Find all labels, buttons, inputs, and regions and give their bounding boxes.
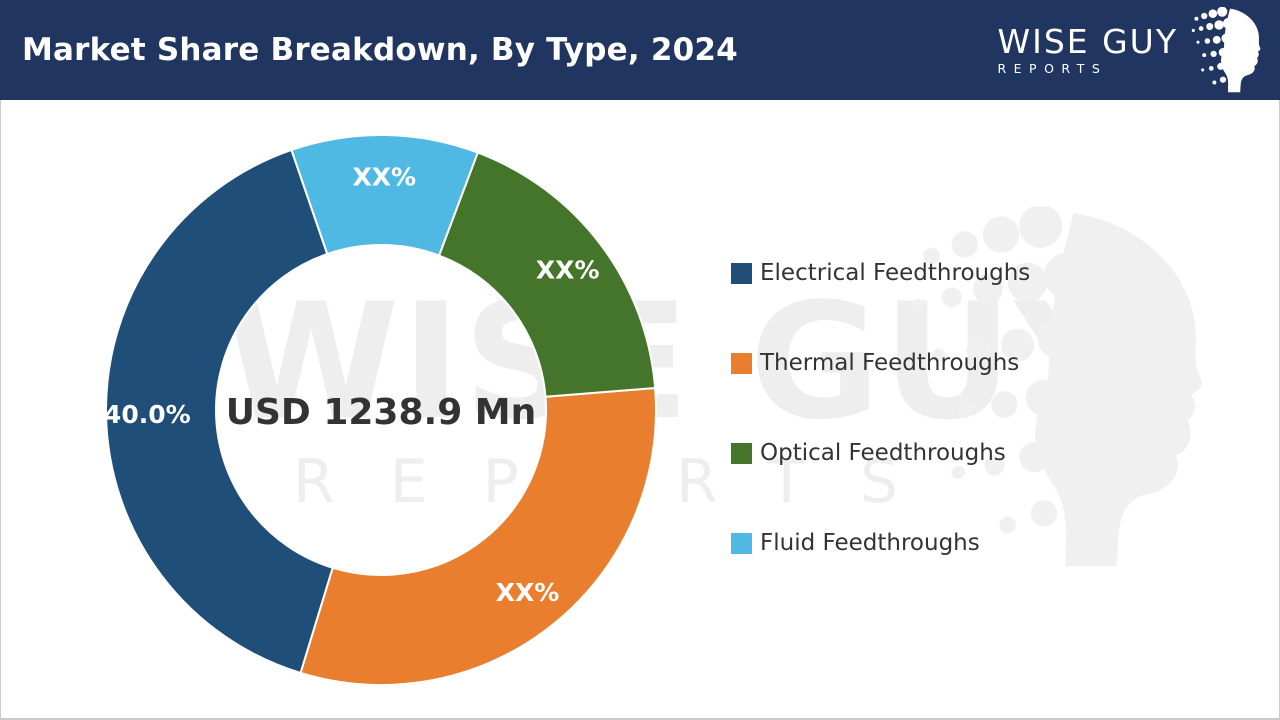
donut-chart: 40.0% XX% XX% XX% USD 1238.9 Mn bbox=[104, 134, 657, 686]
header: Market Share Breakdown, By Type, 2024 WI… bbox=[0, 0, 1280, 100]
donut-segment-3 bbox=[290, 134, 479, 257]
legend-label-2: Optical Feedthroughs bbox=[760, 440, 1006, 466]
wiseguy-logo: WISE GUY REPORTS bbox=[997, 7, 1266, 93]
donut-segment-0 bbox=[105, 148, 334, 674]
donut-segment-2 bbox=[438, 151, 657, 398]
page-title: Market Share Breakdown, By Type, 2024 bbox=[22, 32, 738, 68]
segment-percent-label-2: XX% bbox=[536, 255, 600, 284]
logo-face-icon bbox=[1180, 7, 1266, 93]
donut-segment-labels: 40.0% XX% XX% XX% bbox=[104, 162, 600, 607]
logo-line1: WISE GUY bbox=[997, 21, 1178, 61]
legend-item-3: Fluid Feedthroughs bbox=[731, 528, 1030, 558]
segment-percent-label-3: XX% bbox=[352, 162, 416, 191]
legend-item-1: Thermal Feedthroughs bbox=[731, 348, 1030, 378]
segment-percent-label-0: 40.0% bbox=[104, 400, 191, 429]
legend-label-3: Fluid Feedthroughs bbox=[760, 530, 980, 556]
donut-segments bbox=[105, 134, 657, 686]
legend-label-1: Thermal Feedthroughs bbox=[760, 350, 1020, 376]
legend-item-0: Electrical Feedthroughs bbox=[731, 258, 1030, 288]
legend-label-0: Electrical Feedthroughs bbox=[760, 260, 1031, 286]
donut-center-label: USD 1238.9 Mn bbox=[226, 392, 536, 433]
donut-segment-1 bbox=[299, 386, 657, 686]
logo-line2: REPORTS bbox=[997, 60, 1108, 76]
legend-swatch-2 bbox=[731, 442, 752, 464]
legend-swatch-0 bbox=[731, 262, 752, 284]
legend: Electrical Feedthroughs Thermal Feedthrou… bbox=[731, 258, 1030, 618]
legend-swatch-1 bbox=[731, 352, 752, 374]
legend-swatch-3 bbox=[731, 532, 752, 554]
legend-item-2: Optical Feedthroughs bbox=[731, 438, 1030, 468]
segment-percent-label-1: XX% bbox=[496, 578, 560, 607]
logo-wordmark: WISE GUY REPORTS bbox=[997, 25, 1178, 76]
chart-area: WISE GUY REPORTS 40.0%XX%XX%XX% USD 1238… bbox=[0, 100, 1280, 720]
